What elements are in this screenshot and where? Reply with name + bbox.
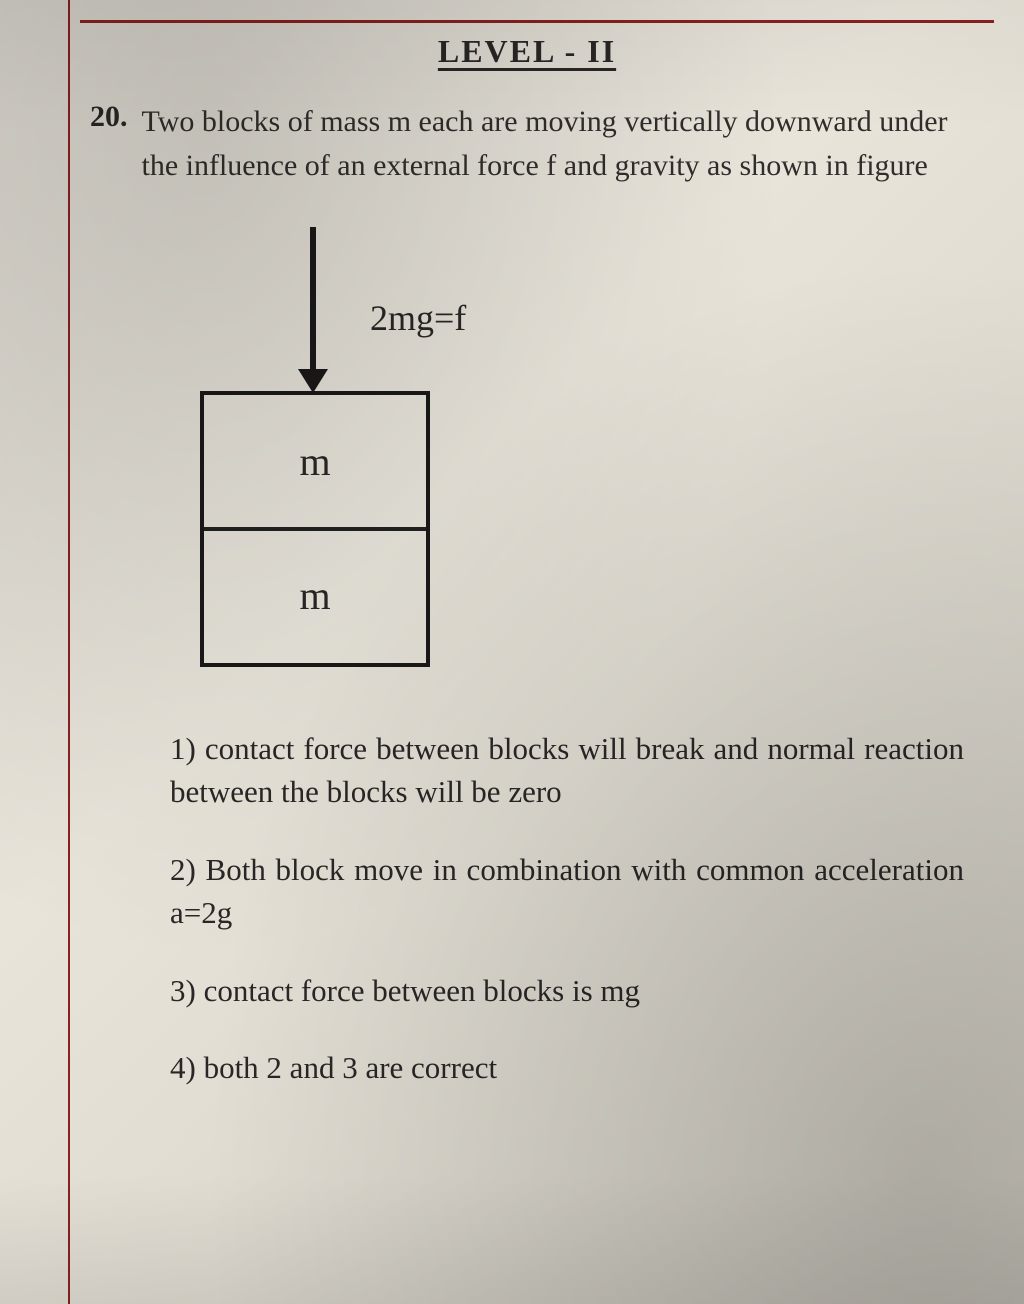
option-3: 3) contact force between blocks is mg (170, 969, 964, 1012)
top-rule (80, 20, 994, 23)
question-block: 20. Two blocks of mass m each are moving… (90, 100, 974, 187)
option-1: 1) contact force between blocks will bre… (170, 727, 964, 814)
figure: 2mg=f m m (180, 227, 500, 687)
options-list: 1) contact force between blocks will bre… (170, 727, 964, 1089)
force-arrow-head-icon (298, 369, 328, 393)
block-top: m (200, 391, 430, 531)
block-top-label: m (299, 438, 330, 485)
block-bottom: m (200, 527, 430, 667)
page: LEVEL - II 20. Two blocks of mass m each… (0, 0, 1024, 1304)
question-number: 20. (90, 100, 128, 187)
block-bottom-label: m (299, 572, 330, 619)
question-text: Two blocks of mass m each are moving ver… (142, 100, 975, 187)
option-4: 4) both 2 and 3 are correct (170, 1046, 964, 1089)
level-header: LEVEL - II (60, 33, 994, 70)
force-arrow-shaft (310, 227, 316, 377)
margin-rule (68, 0, 70, 1304)
option-2: 2) Both block move in combination with c… (170, 848, 964, 935)
force-label: 2mg=f (370, 297, 466, 339)
